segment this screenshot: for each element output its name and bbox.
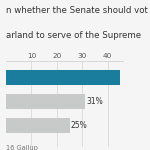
Text: arland to serve of the Supreme: arland to serve of the Supreme [6,31,141,40]
Text: 31%: 31% [86,97,103,106]
Text: n whether the Senate should vot: n whether the Senate should vot [6,6,148,15]
Bar [6,70,120,85]
Bar [6,118,70,133]
Text: 16 Gallup: 16 Gallup [6,145,38,150]
Bar [6,94,85,109]
Text: 25%: 25% [71,121,88,130]
